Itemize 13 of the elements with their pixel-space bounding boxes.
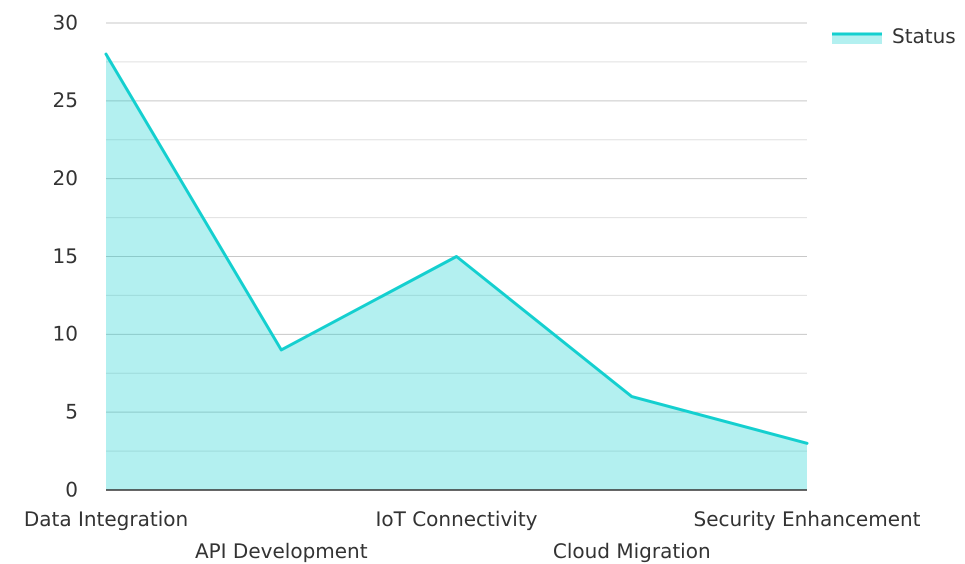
y-tick-label: 25 <box>52 88 78 112</box>
legend-label: Status <box>892 24 956 48</box>
y-tick-label: 0 <box>65 477 78 502</box>
x-tick-label: API Development <box>194 539 368 563</box>
y-tick-label: 15 <box>52 244 78 268</box>
x-tick-label: Security Enhancement <box>693 507 921 531</box>
y-tick-label: 20 <box>52 166 78 190</box>
y-tick-label: 10 <box>52 322 78 346</box>
x-tick-label: IoT Connectivity <box>375 507 538 531</box>
x-tick-label: Cloud Migration <box>552 539 711 563</box>
y-tick-label: 30 <box>52 10 78 34</box>
y-tick-label: 5 <box>65 400 78 424</box>
x-tick-label: Data Integration <box>24 507 188 531</box>
